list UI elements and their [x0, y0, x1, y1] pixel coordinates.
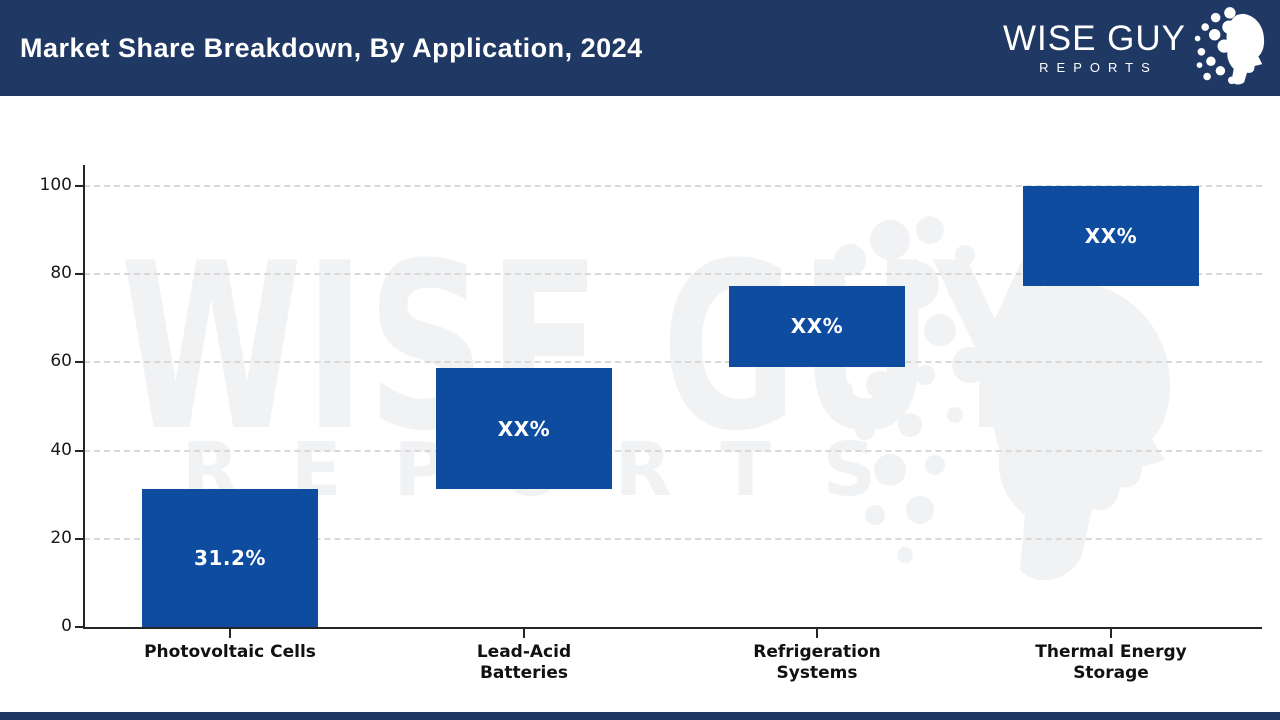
y-axis-line — [83, 165, 85, 629]
bar-value-label: XX% — [497, 416, 551, 441]
y-axis-tick-mark — [75, 537, 83, 540]
y-axis-tick-label: 20 — [50, 527, 72, 548]
bar-lead-acid-batteries: XX% — [436, 368, 612, 490]
y-axis-tick-mark — [75, 449, 83, 452]
bar-value-label: XX% — [790, 314, 844, 339]
footer-bar — [0, 712, 1280, 720]
logo-wiseguy-label: WISE GUY — [1002, 19, 1186, 58]
x-axis-tick-mark — [1110, 629, 1112, 638]
gridline — [84, 185, 1262, 187]
x-axis-line — [83, 627, 1262, 629]
x-axis-tick-mark — [523, 629, 525, 638]
bar-value-label: XX% — [1084, 223, 1138, 248]
gridline — [84, 361, 1262, 364]
y-axis-tick-label: 100 — [39, 175, 72, 195]
y-axis-tick-mark — [75, 626, 83, 628]
y-axis-tick-mark — [75, 273, 83, 276]
x-axis-tick-mark — [816, 629, 818, 638]
page-title: Market Share Breakdown, By Application, … — [20, 33, 643, 63]
x-axis-tick-mark — [229, 629, 231, 638]
bar-thermal-energy-storage: XX% — [1023, 186, 1199, 286]
header-bar: Market Share Breakdown, By Application, … — [0, 0, 1280, 96]
gridline — [84, 449, 1262, 452]
y-axis-tick-label: 80 — [50, 263, 72, 284]
gridline — [84, 537, 1262, 540]
logo-head-dots-icon — [1194, 7, 1265, 85]
bar-value-label: 31.2% — [194, 546, 266, 571]
x-axis-category-label: Refrigeration Systems — [753, 642, 881, 683]
x-axis-category-label: Photovoltaic Cells — [144, 642, 316, 662]
logo-reports-label: REPORTS — [1039, 60, 1158, 75]
wiseguy-logo: WISE GUY REPORTS — [1003, 6, 1266, 90]
watermark-head-dots-graphic — [830, 216, 1170, 581]
gridline — [84, 273, 1262, 276]
y-axis-tick-label: 40 — [50, 439, 72, 460]
wiseguy-logo-text: WISE GUY REPORTS — [1002, 19, 1186, 76]
y-axis-tick-label: 60 — [50, 351, 72, 372]
y-axis-tick-mark — [75, 361, 83, 364]
x-axis-category-label: Thermal Energy Storage — [1035, 642, 1187, 683]
bar-refrigeration-systems: XX% — [729, 286, 905, 367]
y-axis-tick-label: 0 — [61, 616, 72, 636]
x-axis-category-label: Lead-Acid Batteries — [476, 642, 572, 683]
y-axis-tick-mark — [75, 185, 83, 187]
bar-photovoltaic-cells: 31.2% — [142, 489, 318, 627]
